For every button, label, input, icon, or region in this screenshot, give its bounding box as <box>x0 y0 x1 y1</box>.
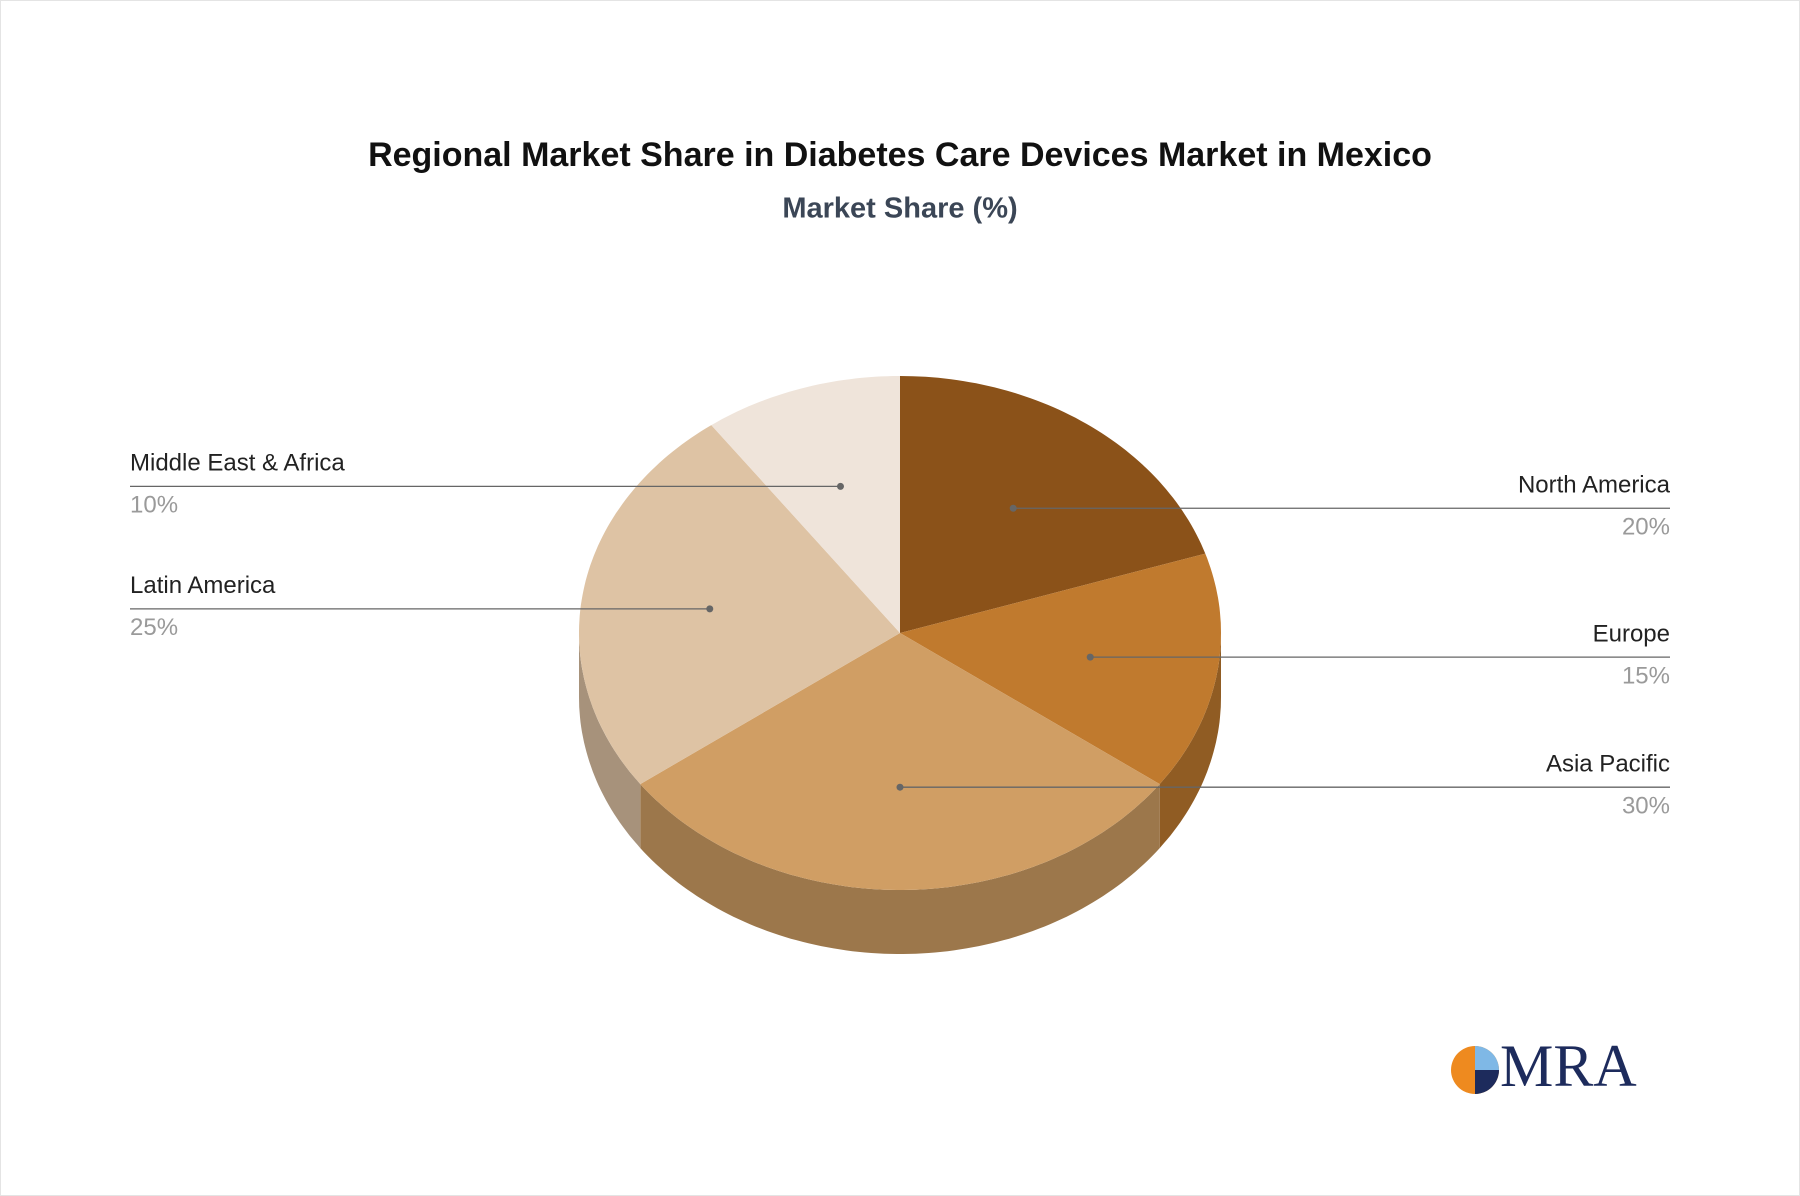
leader-dot <box>1086 653 1094 661</box>
slice-value-label: 20% <box>1622 514 1670 541</box>
slice-label: Latin America <box>130 572 276 599</box>
leader-dot <box>896 783 904 791</box>
slice-value-label: 30% <box>1622 793 1670 820</box>
logo-wedge <box>1475 1070 1499 1094</box>
pie-slice <box>640 633 1160 890</box>
pie: North America 20% Europe 15% Asia Pacific 30%… <box>130 376 1671 954</box>
slice-label: Europe <box>1593 620 1670 647</box>
slice-value-label: 25% <box>130 614 178 641</box>
pie-slice-side <box>640 784 1160 954</box>
slice-value-label: 15% <box>1622 662 1670 689</box>
logo: MRA <box>1451 1033 1637 1099</box>
logo-text: MRA <box>1500 1033 1637 1099</box>
leader-dot <box>1009 504 1017 512</box>
pie-slice <box>900 553 1221 785</box>
slice-label: Asia Pacific <box>1546 751 1670 778</box>
leader-dot <box>836 482 844 490</box>
pie-slice <box>579 425 900 785</box>
logo-wedge <box>1475 1046 1499 1070</box>
chart-subtitle: Market Share (%) <box>782 193 1017 225</box>
slice-value-label: 10% <box>130 492 178 519</box>
pie-slice <box>711 376 900 633</box>
slice-label: North America <box>1518 472 1671 499</box>
slice-label: Middle East & Africa <box>130 450 345 477</box>
leader-dot <box>706 605 714 613</box>
pie-slice-side <box>579 633 641 849</box>
pie-slice-side <box>1159 633 1221 849</box>
pie-slice <box>900 376 1206 633</box>
chart-title: Regional Market Share in Diabetes Care D… <box>368 136 1432 174</box>
